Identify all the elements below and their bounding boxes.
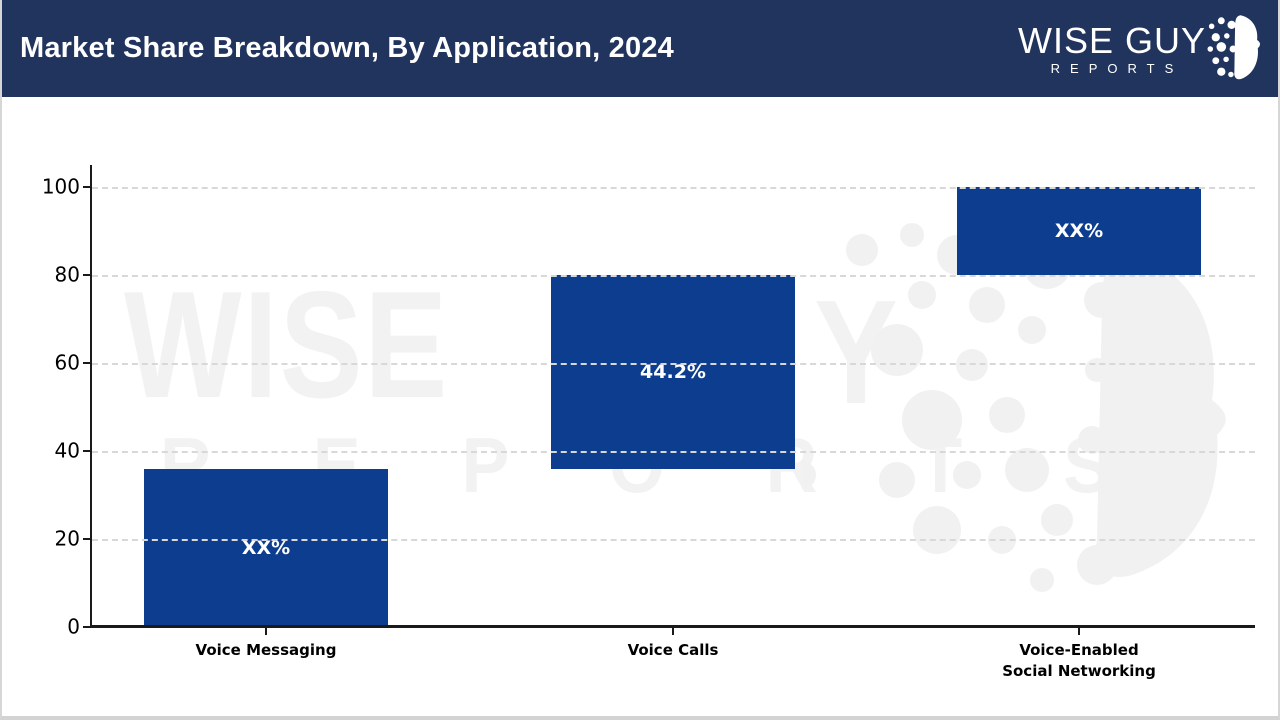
y-tick-mark <box>83 274 90 276</box>
brand-face-icon <box>1207 14 1261 79</box>
gridline <box>92 275 1255 277</box>
x-tick-mark <box>672 628 674 635</box>
bar-voice-calls: 44.2% <box>551 275 795 470</box>
bar-value-label: 44.2% <box>640 361 706 384</box>
y-tick-label: 20 <box>54 526 80 551</box>
bar-value-label: XX% <box>1054 220 1104 242</box>
y-tick-label: 100 <box>41 174 80 199</box>
category-label-line: Social Networking <box>1002 662 1156 680</box>
brand-subtitle: REPORTS <box>1050 60 1184 76</box>
y-tick-label: 40 <box>54 438 80 463</box>
page-title: Market Share Breakdown, By Application, … <box>20 32 674 64</box>
bar-value-label: XX% <box>241 537 291 560</box>
x-tick-mark <box>1078 628 1080 635</box>
x-tick-mark <box>265 628 267 635</box>
x-category-label: Voice-Enabled Social Networking <box>939 640 1219 682</box>
y-tick-label: 60 <box>54 350 80 375</box>
bar-voice-messaging: XX% <box>144 469 388 627</box>
watermark-wise-text: WISE <box>124 260 450 430</box>
gridline <box>92 451 1255 453</box>
category-label-line: Voice Messaging <box>195 641 337 659</box>
y-axis-line <box>90 165 92 627</box>
header-bar: Market Share Breakdown, By Application, … <box>2 0 1278 97</box>
bar-voice-enabled-social-networking: XX% <box>957 187 1201 275</box>
category-label-line: Voice Calls <box>627 641 719 659</box>
y-tick-label: 0 <box>67 614 80 639</box>
watermark-face-dots <box>802 220 1226 592</box>
brand-logo: WISE GUY REPORTS <box>1018 6 1264 92</box>
x-category-label: Voice Messaging <box>126 640 406 661</box>
gridline <box>92 363 1255 365</box>
x-axis-line <box>90 625 1255 628</box>
brand-name: WISE GUY <box>1017 19 1206 61</box>
y-tick-mark <box>83 538 90 540</box>
x-category-label: Voice Calls <box>533 640 813 661</box>
y-tick-label: 80 <box>54 262 80 287</box>
brand-logo-text: WISE GUY REPORTS <box>1017 19 1206 76</box>
y-tick-mark <box>83 362 90 364</box>
gridline <box>92 187 1255 189</box>
y-tick-mark <box>83 450 90 452</box>
y-tick-mark <box>83 626 90 628</box>
y-tick-mark <box>83 186 90 188</box>
gridline <box>92 539 1255 541</box>
category-label-line: Voice-Enabled <box>1019 641 1139 659</box>
